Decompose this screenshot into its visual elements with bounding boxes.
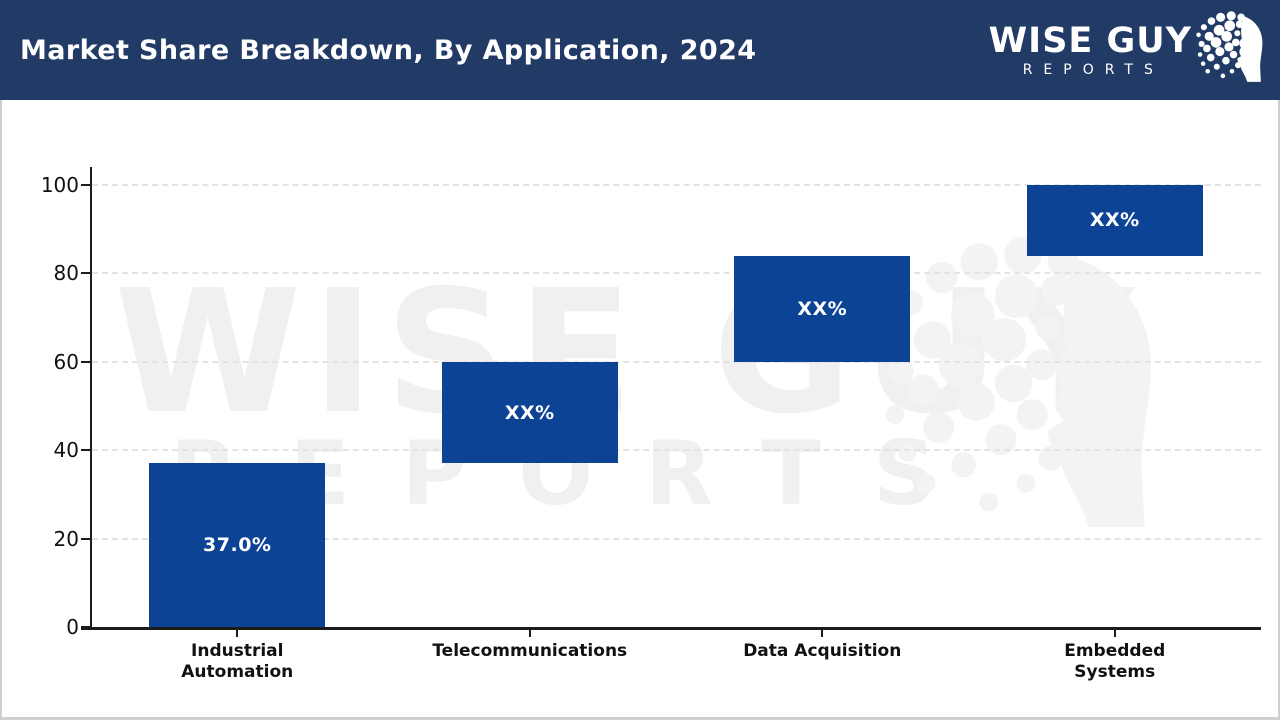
x-tick-telecommunications [528, 630, 531, 637]
header-bar: Market Share Breakdown, By Application, … [0, 0, 1280, 100]
gridline-80 [92, 272, 1261, 275]
chart-canvas: WISE GUY REPORTS 0 20 40 60 80 100 37.0% Indust… [0, 100, 1280, 720]
y-tick-20 [81, 537, 91, 540]
bar-industrial-automation: 37.0% [149, 463, 326, 627]
x-label-line: Automation [181, 662, 294, 683]
bar-value-label-data-acquisition: XX% [797, 297, 848, 320]
x-label-telecommunications: Telecommunications [432, 641, 627, 662]
x-label-industrial-automation: Industrial Automation [181, 641, 293, 684]
bar-telecommunications: XX% [441, 361, 618, 464]
x-label-data-acquisition: Data Acquisition [743, 641, 901, 662]
y-tick-40 [81, 449, 91, 452]
bar-value-label-telecommunications: XX% [504, 401, 555, 424]
x-tick-data-acquisition [821, 630, 824, 637]
wise-guy-face-icon [1196, 11, 1263, 82]
x-tick-embedded-systems [1113, 630, 1116, 637]
bar-embedded-systems: XX% [1026, 185, 1203, 256]
x-axis-line [81, 627, 1261, 630]
x-tick-industrial-automation [236, 630, 239, 637]
y-tick-label-20: 20 [53, 526, 79, 551]
x-label-embedded-systems: Embedded Systems [1033, 641, 1196, 684]
y-tick-label-60: 60 [53, 349, 79, 374]
y-axis-line [90, 167, 92, 630]
bar-data-acquisition: XX% [734, 255, 911, 362]
y-tick-80 [81, 272, 91, 275]
gridline-40 [92, 449, 1261, 452]
y-tick-label-100: 100 [40, 173, 79, 197]
y-tick-100 [81, 184, 91, 186]
logo-line-wise-guy: WISE GUY [988, 20, 1192, 61]
x-label-line: Data Acquisition [743, 641, 902, 661]
x-label-line: Industrial [191, 641, 284, 661]
y-tick-label-0: 0 [66, 615, 79, 639]
gridline-20 [92, 537, 1261, 540]
wise-guy-logo: WISE GUY REPORTS [989, 9, 1270, 91]
gridline-60 [92, 360, 1261, 363]
chart-title: Market Share Breakdown, By Application, … [20, 34, 757, 66]
x-label-line: Telecommunications [432, 641, 628, 661]
gridline-100 [92, 184, 1261, 186]
watermark-face-icon [879, 236, 1151, 528]
logo-wordmark: WISE GUY REPORTS [988, 20, 1192, 78]
bar-value-label-industrial-automation: 37.0% [203, 534, 272, 557]
logo-line-reports: REPORTS [1022, 61, 1164, 78]
bar-value-label-embedded-systems: XX% [1089, 209, 1140, 232]
y-tick-60 [81, 360, 91, 363]
x-label-line: Embedded Systems [1064, 641, 1166, 683]
y-tick-label-80: 80 [53, 261, 79, 286]
y-tick-label-40: 40 [53, 438, 79, 463]
